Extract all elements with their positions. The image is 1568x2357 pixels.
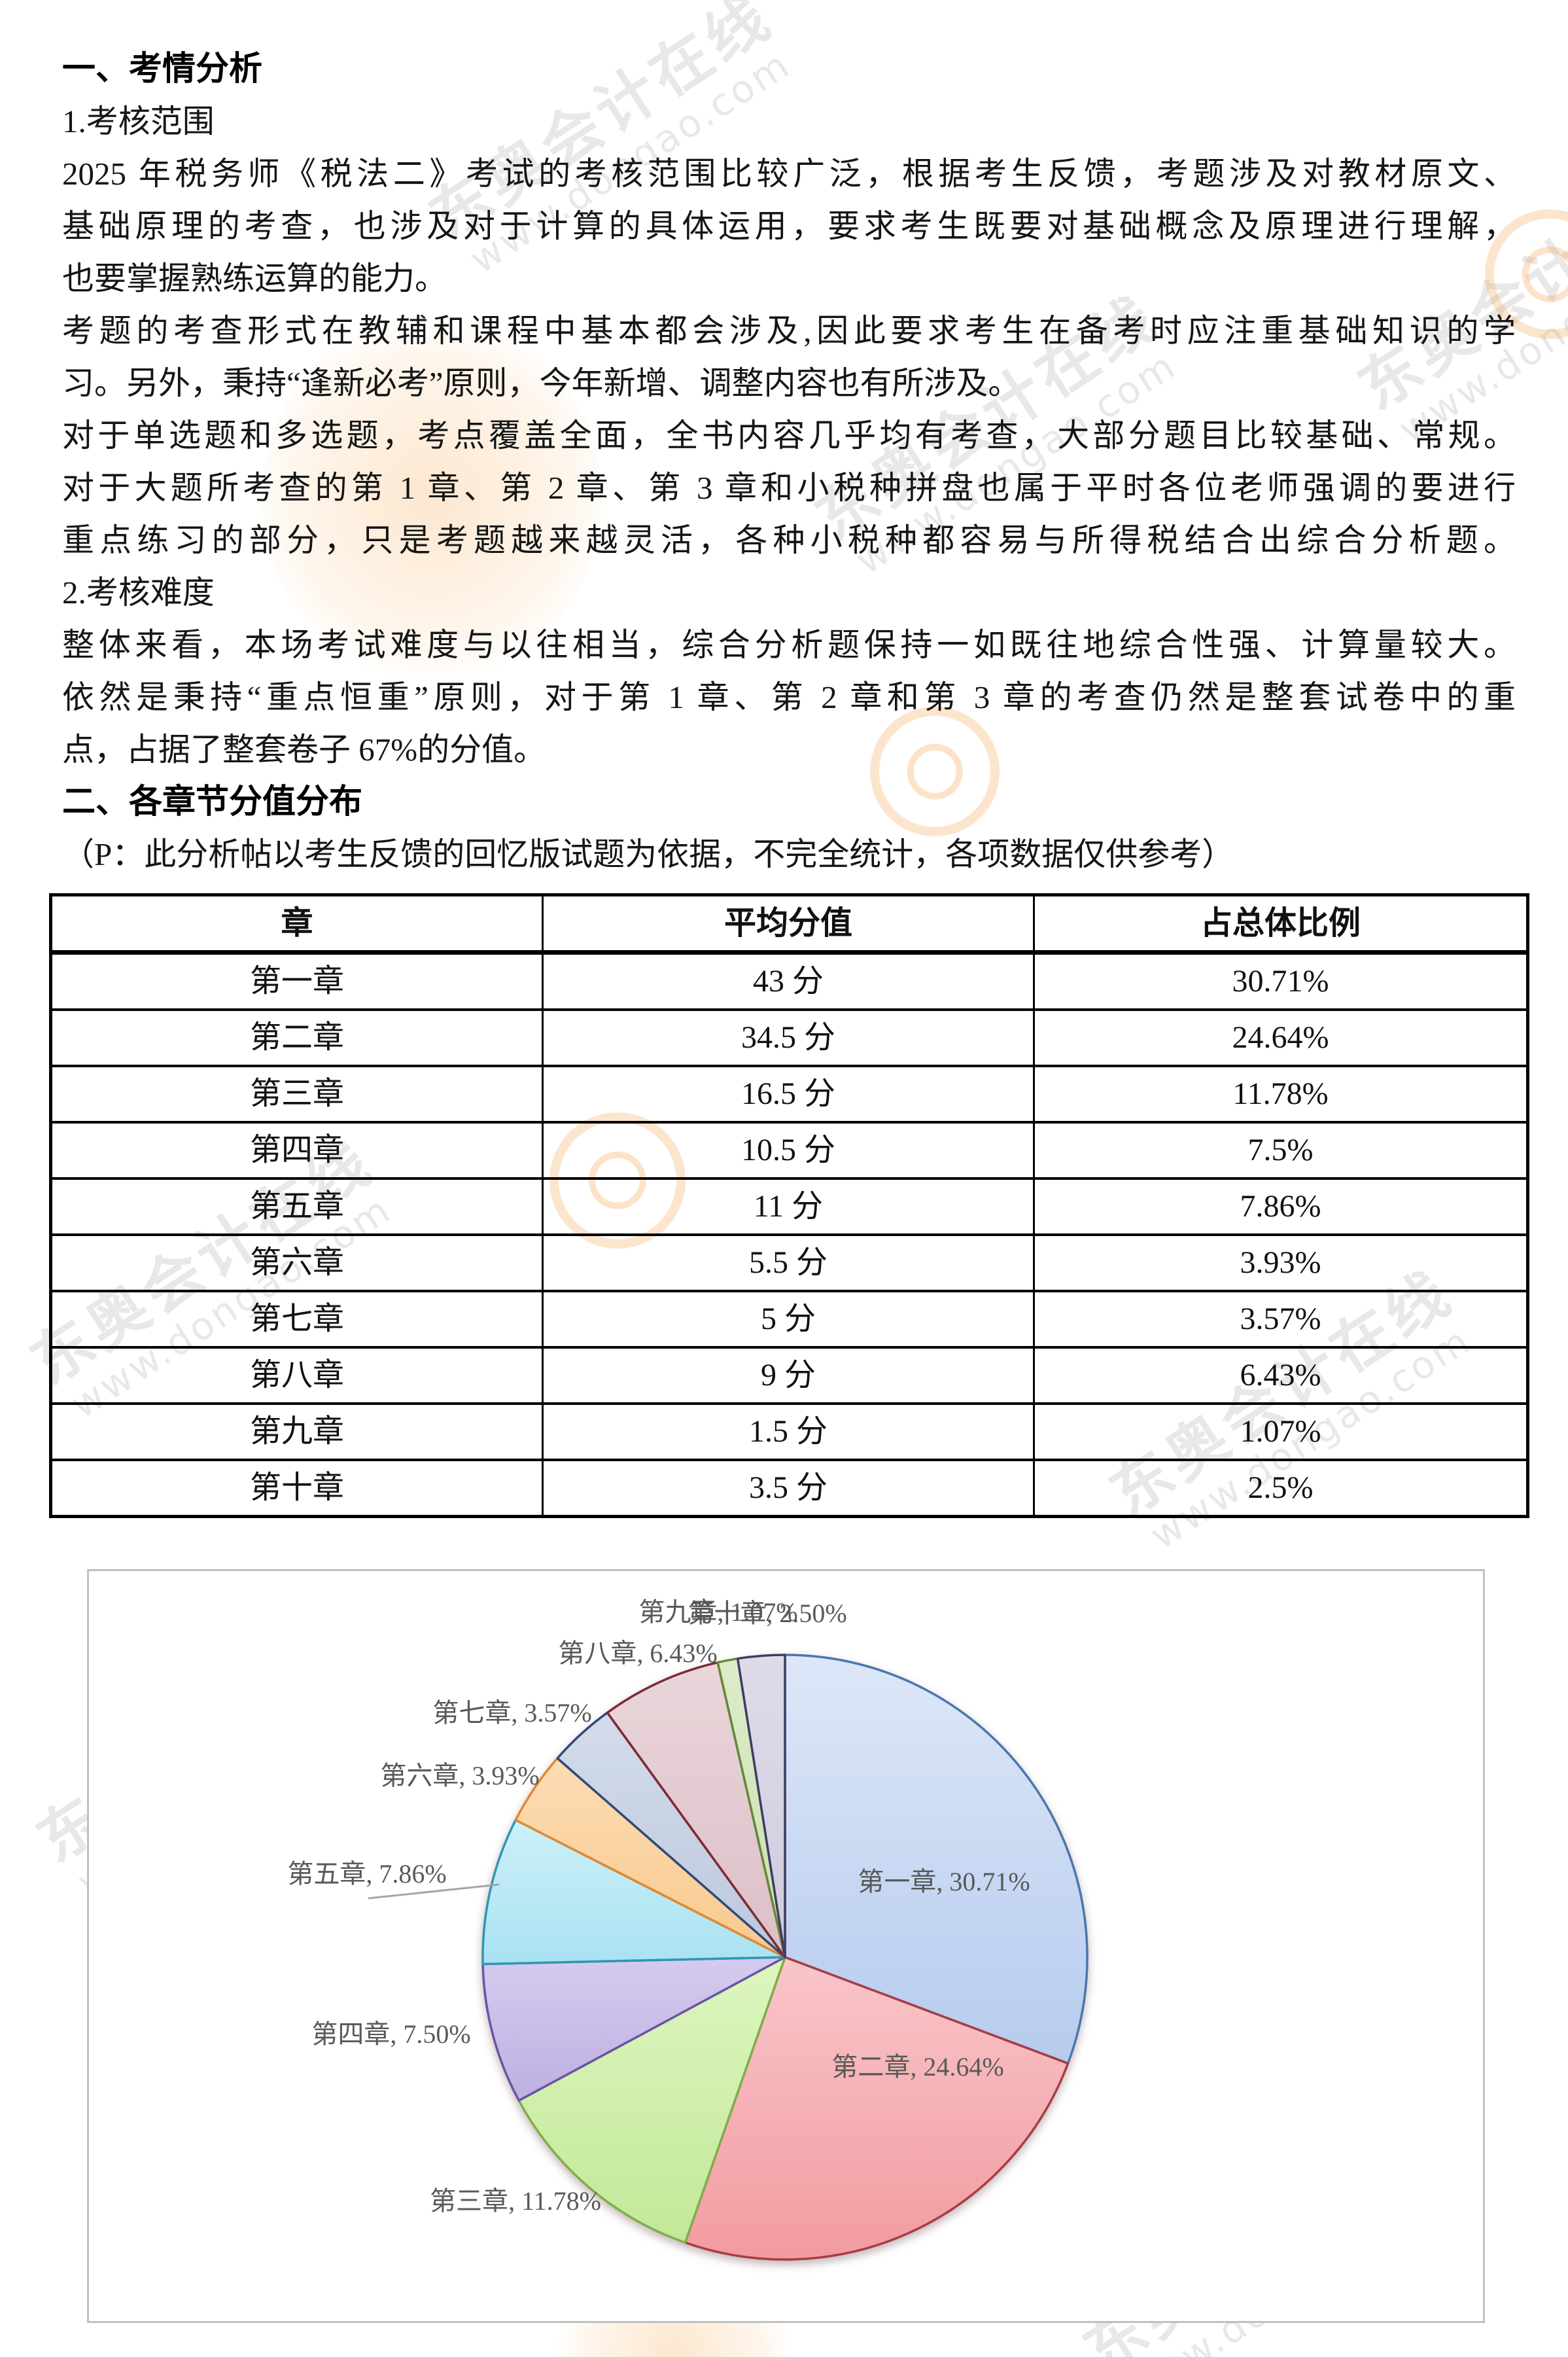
- table-cell: 3.57%: [1035, 1292, 1526, 1349]
- pie-label-第九章: 第九章, 1.07%: [638, 1597, 797, 1627]
- pie-slice-第五章: [481, 1818, 786, 1966]
- pie-slice-第四章: [481, 1956, 786, 2102]
- section-title: 二、各章节分值分布: [62, 783, 363, 821]
- leader-line: [368, 1883, 500, 1900]
- text-line: 考题的考查形式在教辅和课程中基本都会涉及,因此要求考生在备考时应注重基础知识的学: [62, 313, 1516, 349]
- text-line: 基础原理的考查，也涉及对于计算的具体运用，要求考生既要对基础概念及原理进行理解，: [62, 208, 1516, 244]
- analysis-text: 一、考情分析 1.考核范围 2025 年税务师《税法二》考试的考核范围比较广泛，…: [62, 43, 1516, 881]
- text-line: 2.考核难度: [62, 575, 215, 611]
- pie-label-第六章: 第六章, 3.93%: [380, 1761, 539, 1790]
- table-cell: 3.5 分: [544, 1461, 1035, 1515]
- pie-label-第五章: 第五章, 7.86%: [287, 1859, 446, 1888]
- pie-label-第八章: 第八章, 6.43%: [558, 1639, 717, 1668]
- pie-slice-第二章: [684, 1956, 1070, 2261]
- pie-slice-第十章: [736, 1654, 786, 1958]
- table-cell: 24.64%: [1035, 1011, 1526, 1067]
- table-cell: 30.71%: [1035, 955, 1526, 1011]
- pie-slice-第八章: [606, 1661, 786, 1958]
- table-cell: 5 分: [544, 1292, 1035, 1349]
- text-line: 也要掌握熟练运算的能力。: [62, 260, 447, 296]
- table-header-chapter: 章: [52, 896, 544, 955]
- table-cell: 10.5 分: [544, 1124, 1035, 1180]
- text-line: 整体来看，本场考试难度与以往相当，综合分析题保持一如既往地综合性强、计算量较大。: [62, 627, 1516, 663]
- text-line: 对于大题所考查的第 1 章、第 2 章、第 3 章和小税种拼盘也属于平时各位老师…: [62, 470, 1516, 506]
- pie-slice-第一章: [784, 1654, 1089, 2065]
- section-title: 一、考情分析: [62, 50, 263, 88]
- text-line: 习。另外，秉持“逢新必考”原则，今年新增、调整内容也有所涉及。: [62, 365, 1020, 401]
- pie-label-第四章: 第四章, 7.50%: [311, 2019, 470, 2049]
- pie-chart-svg: 第一章, 30.71% 第二章, 24.64% 第三章, 11.78% 第四章, 7.…: [287, 1597, 1089, 2261]
- text-line: （P：此分析帖以考生反馈的回忆版试题为依据，不完全统计，各项数据仅供参考）: [62, 836, 1234, 872]
- table-cell: 34.5 分: [544, 1011, 1035, 1067]
- table-cell: 第八章: [52, 1349, 544, 1405]
- table-cell: 第四章: [52, 1124, 544, 1180]
- table-cell: 第一章: [52, 955, 544, 1011]
- table-cell: 16.5 分: [544, 1067, 1035, 1124]
- table-cell: 1.5 分: [544, 1405, 1035, 1461]
- table-cell: 第五章: [52, 1180, 544, 1236]
- pie-label-第十章: 第十章, 2.50%: [688, 1599, 846, 1628]
- pie-slice-第三章: [517, 1956, 786, 2244]
- table-cell: 6.43%: [1035, 1349, 1526, 1405]
- pie-label-第一章: 第一章, 30.71%: [858, 1867, 1030, 1896]
- table-cell: 11 分: [544, 1180, 1035, 1236]
- table-cell: 11.78%: [1035, 1067, 1526, 1124]
- pie-label-第二章: 第二章, 24.64%: [831, 2052, 1003, 2082]
- text-line: 依然是秉持“重点恒重”原则，对于第 1 章、第 2 章和第 3 章的考查仍然是整…: [62, 679, 1516, 715]
- table-cell: 2.5%: [1247, 1470, 1314, 1505]
- table-cell: 第九章: [52, 1405, 544, 1461]
- table-cell: 第三章: [52, 1067, 544, 1124]
- table-header-proportion: 占总体比例: [1035, 896, 1526, 955]
- text-line: 点，占据了整套卷子 67%的分值。: [62, 732, 546, 768]
- text-line: 对于单选题和多选题，考点覆盖全面，全书内容几乎均有考查，大部分题目比较基础、常规…: [62, 417, 1516, 453]
- table-cell: 第六章: [52, 1236, 544, 1292]
- table-cell: 9 分: [544, 1349, 1035, 1405]
- table-cell: 5.5 分: [544, 1236, 1035, 1292]
- text-line: 2025 年税务师《税法二》考试的考核范围比较广泛，根据考生反馈，考题涉及对教材…: [62, 156, 1516, 192]
- table-header-avg-score: 平均分值: [544, 896, 1035, 955]
- text-line: 1.考核范围: [62, 103, 215, 139]
- table-cell: 7.5%: [1035, 1124, 1526, 1180]
- table-cell: 43 分: [544, 955, 1035, 1011]
- pie-label-第三章: 第三章, 11.78%: [430, 2186, 601, 2216]
- table-cell: 第十章: [52, 1461, 544, 1515]
- pie-chart: 第一章, 30.71% 第二章, 24.64% 第三章, 11.78% 第四章, 7.…: [87, 1569, 1485, 2323]
- text-line: 重点练习的部分，只是考题越来越灵活，各种小税种都容易与所得税结合出综合分析题。: [62, 522, 1516, 558]
- pie-label-第七章: 第七章, 3.57%: [432, 1698, 591, 1728]
- table-cell: 3.93%: [1035, 1236, 1526, 1292]
- table-cell: 第七章: [52, 1292, 544, 1349]
- table-cell: 第二章: [52, 1011, 544, 1067]
- score-table: 章 平均分值 占总体比例 第一章 43 分 30.71% 第二章 34.5 分 …: [49, 893, 1529, 1518]
- table-cell: 1.07%: [1035, 1405, 1526, 1461]
- table-cell: 7.86%: [1035, 1180, 1526, 1236]
